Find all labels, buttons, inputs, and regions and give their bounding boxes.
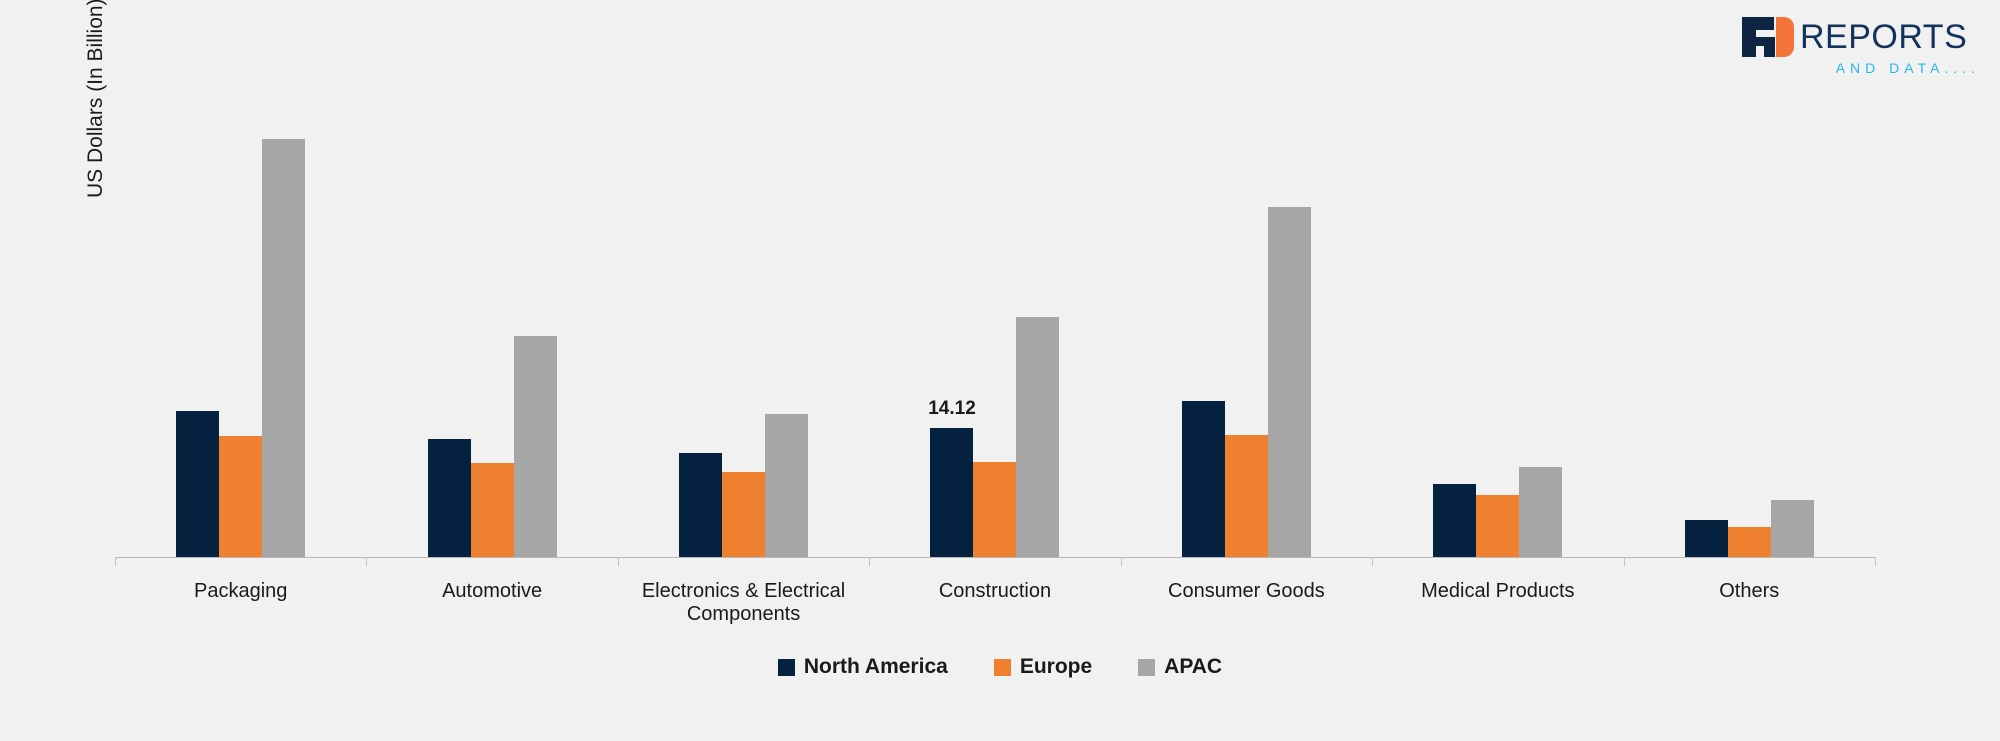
x-axis-label: Electronics & Electrical Components: [618, 580, 869, 626]
bar-group: [1121, 100, 1372, 557]
bar[interactable]: [973, 461, 1017, 557]
bar[interactable]: [262, 139, 306, 557]
bar[interactable]: [513, 335, 557, 557]
legend-swatch-icon: [993, 658, 1011, 676]
x-axis-label: Construction: [869, 580, 1120, 603]
bar-group: [1624, 100, 1875, 557]
x-axis-label-line: Automotive: [442, 580, 543, 602]
bar[interactable]: [1433, 483, 1477, 557]
x-axis-tick: [1120, 557, 1122, 566]
x-axis-label-line: Consumer Goods: [1168, 580, 1325, 602]
bar[interactable]: [1181, 400, 1225, 557]
bar[interactable]: [1519, 467, 1563, 557]
x-axis-label: Automotive: [366, 580, 617, 603]
x-axis-label-line: Medical Products: [1421, 580, 1575, 602]
legend-swatch-icon: [1138, 658, 1156, 676]
logo-tagline: AND DATA....: [1836, 60, 1980, 76]
logo-sub-row: AND DATA....: [1742, 60, 1982, 78]
legend-item[interactable]: APAC: [1138, 655, 1222, 679]
x-axis-tick: [1372, 557, 1374, 566]
bar-group: [618, 100, 869, 557]
x-axis-label-line: Others: [1719, 580, 1780, 602]
legend-item[interactable]: North America: [777, 655, 948, 679]
bar-group: [115, 100, 366, 557]
x-axis-label-line: Construction: [938, 580, 1052, 602]
x-axis-tick: [366, 557, 368, 566]
bar[interactable]: [427, 439, 471, 557]
x-axis-label: Others: [1624, 580, 1875, 603]
bar[interactable]: [1224, 434, 1268, 557]
bar[interactable]: [1684, 520, 1728, 557]
bar[interactable]: [722, 472, 766, 557]
brand-logo: REPORTS AND DATA....: [1742, 14, 1982, 80]
legend-swatch-icon: [777, 658, 795, 676]
logo-tagline-text: AND DATA: [1835, 60, 1945, 76]
bar[interactable]: [1267, 206, 1311, 557]
bar[interactable]: [930, 427, 974, 557]
bar-group: [869, 100, 1120, 557]
legend-item[interactable]: Europe: [993, 655, 1093, 679]
bar[interactable]: [1770, 500, 1814, 557]
y-axis-title: US Dollars (In Billion): [84, 0, 107, 198]
legend-label: Europe: [1019, 655, 1093, 678]
x-axis-label: Consumer Goods: [1121, 580, 1372, 603]
x-axis-label: Packaging: [115, 580, 366, 603]
bar[interactable]: [1727, 526, 1771, 557]
bar-value-label: 14.12: [928, 397, 976, 419]
x-axis-line: [115, 557, 1875, 558]
x-axis-tick: [617, 557, 619, 566]
x-axis-tick: [1875, 557, 1876, 566]
bar[interactable]: [176, 410, 220, 557]
bar-group: [1372, 100, 1623, 557]
legend-label: North America: [803, 655, 948, 678]
x-axis-label-line: Components: [686, 603, 801, 625]
bar[interactable]: [1476, 494, 1520, 557]
x-axis-tick: [115, 557, 116, 566]
x-axis-tick: [869, 557, 871, 566]
logo-wordmark: REPORTS: [1800, 18, 1968, 56]
bar[interactable]: [470, 462, 514, 557]
legend-label: APAC: [1164, 655, 1223, 678]
x-axis-label-line: Packaging: [194, 580, 288, 602]
bar[interactable]: [1016, 316, 1060, 557]
logo-main-row: REPORTS: [1742, 16, 1967, 58]
x-axis-tick: [1623, 557, 1625, 566]
chart-legend: North America Europe APAC: [0, 655, 2000, 679]
bar[interactable]: [765, 413, 809, 557]
logo-tagline-dots: ....: [1944, 60, 1980, 76]
rd-monogram-icon: [1742, 17, 1794, 57]
x-axis-label: Medical Products: [1372, 580, 1623, 603]
bar[interactable]: [679, 452, 723, 557]
bar-group: [366, 100, 617, 557]
x-axis-label-line: Electronics & Electrical: [641, 580, 846, 602]
bar[interactable]: [219, 436, 263, 557]
